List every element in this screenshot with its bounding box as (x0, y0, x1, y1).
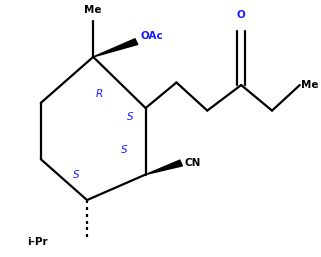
Text: OAc: OAc (141, 31, 164, 41)
Polygon shape (93, 39, 138, 57)
Text: Me: Me (84, 5, 102, 15)
Text: CN: CN (184, 158, 201, 168)
Text: S: S (121, 145, 127, 155)
Text: Me: Me (301, 80, 319, 90)
Text: O: O (237, 10, 246, 20)
Text: S: S (127, 112, 134, 122)
Text: S: S (73, 170, 80, 179)
Polygon shape (146, 160, 182, 175)
Text: R: R (96, 89, 103, 99)
Text: i-Pr: i-Pr (27, 237, 48, 247)
